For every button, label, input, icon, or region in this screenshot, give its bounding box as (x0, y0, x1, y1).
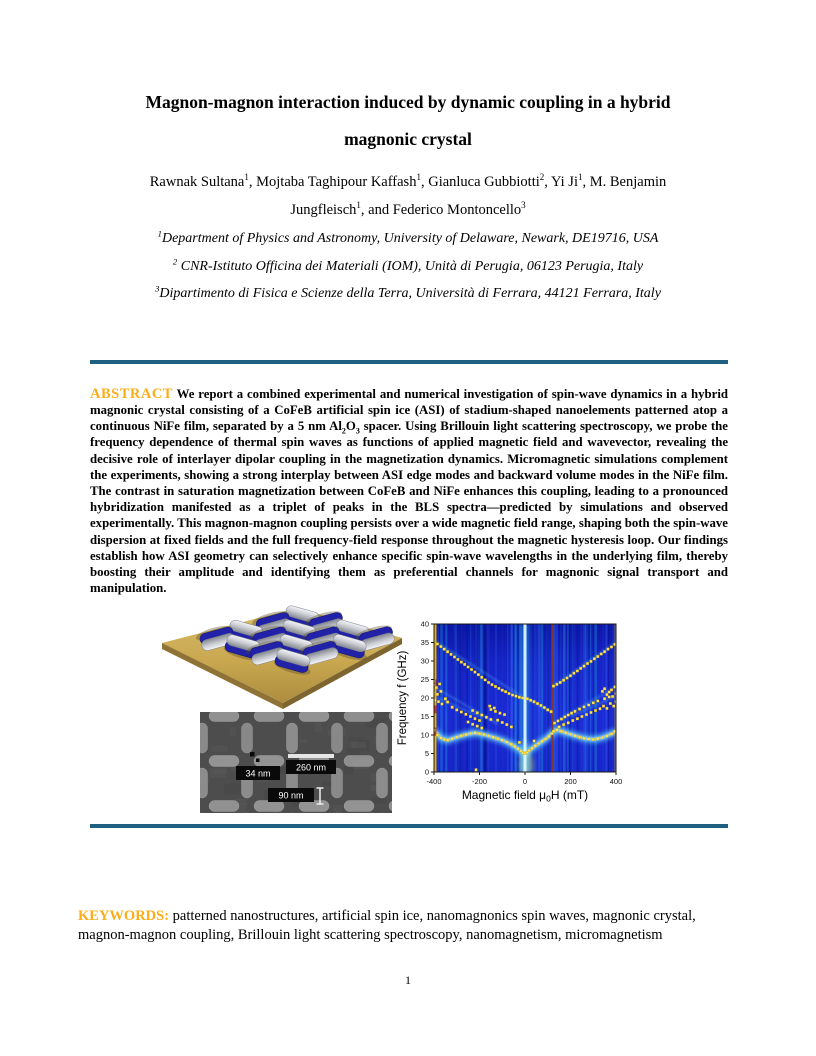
svg-text:0: 0 (523, 777, 527, 786)
paper-title-line2: magnonic crystal (344, 129, 472, 149)
author-line2: Jungfleisch1, and Federico Montoncello3 (290, 200, 526, 218)
abstract-paragraph: ABSTRACT We report a combined experiment… (90, 386, 728, 597)
film-substrate-left-edge (162, 643, 283, 709)
author-line1: Rawnak Sultana1, Mojtaba Taghipour Kaffa… (149, 172, 667, 190)
paper-title-line1: Magnon-magnon interaction induced by dyn… (145, 92, 671, 112)
sem-nanoelements (200, 712, 392, 813)
keywords-list: patterned nanostructures, artificial spi… (78, 907, 696, 944)
keywords-heading: KEYWORDS: (78, 907, 170, 924)
svg-text:40: 40 (421, 620, 429, 629)
svg-text:400: 400 (610, 777, 623, 786)
svg-text:20: 20 (421, 694, 429, 703)
keywords-paragraph: KEYWORDS: patterned nanostructures, arti… (78, 907, 734, 946)
zero-field-glow (520, 624, 530, 772)
bls-dispersion-chart: 0 5 10 15 20 25 30 35 40 -400 -200 0 200 400 Frequency… (397, 620, 623, 804)
film-substrate-top (162, 608, 402, 703)
author-list: Rawnak Sultana1, Mojtaba Taghipour Kaffa… (54, 168, 762, 224)
section-rule-bottom (90, 824, 728, 828)
sem-micrograph: 34 nm 260 nm 90 nm (200, 712, 392, 813)
width-measure-ibeam (316, 787, 324, 805)
sem-label-length (286, 760, 336, 774)
sem-background (200, 712, 392, 813)
film-substrate-right-edge (283, 638, 402, 709)
svg-text:30: 30 (421, 657, 429, 666)
paper-title: Magnon-magnon interaction induced by dyn… (60, 84, 756, 158)
svg-text:-400: -400 (426, 777, 441, 786)
switching-field-line (551, 624, 554, 772)
svg-text:10: 10 (421, 731, 429, 740)
y-axis-label: Frequency f (GHz) (397, 651, 409, 746)
svg-text:35: 35 (421, 638, 429, 647)
svg-text:25: 25 (421, 675, 429, 684)
sem-label-gap (236, 766, 280, 780)
svg-text:34 nm: 34 nm (245, 769, 270, 779)
svg-text:15: 15 (421, 712, 429, 721)
affiliations: 1Department of Physics and Astronomy, Un… (54, 225, 762, 308)
abstract-body: We report a combined experimental and nu… (90, 386, 728, 596)
axis-frame (433, 623, 617, 773)
zero-field-line (523, 624, 527, 772)
affiliation-2: 2 CNR-Istituto Officina dei Materiali (I… (172, 255, 644, 274)
heatmap-background (434, 624, 616, 772)
affiliation-1: 1Department of Physics and Astronomy, Un… (157, 228, 659, 246)
experimental-peak-points (434, 639, 616, 772)
heatmap-content (434, 624, 616, 772)
left-edge-stripe (434, 624, 437, 772)
svg-text:90 nm: 90 nm (278, 791, 303, 801)
affiliation-3: 3Dipartimento di Fisica e Scienze della … (155, 283, 661, 301)
svg-text:260 nm: 260 nm (296, 763, 326, 773)
svg-text:0: 0 (425, 768, 429, 777)
asi-nanoelements (195, 605, 395, 675)
asi-3d-schematic (162, 605, 402, 709)
svg-text:5: 5 (425, 749, 429, 758)
x-axis-label: Magnetic field μ0H (mT) (462, 788, 588, 804)
section-rule-top (90, 360, 728, 364)
abstract-heading: ABSTRACT (90, 385, 173, 402)
page-number: 1 (405, 973, 411, 987)
sem-label-width (268, 788, 314, 802)
svg-text:-200: -200 (472, 777, 487, 786)
svg-text:200: 200 (564, 777, 577, 786)
